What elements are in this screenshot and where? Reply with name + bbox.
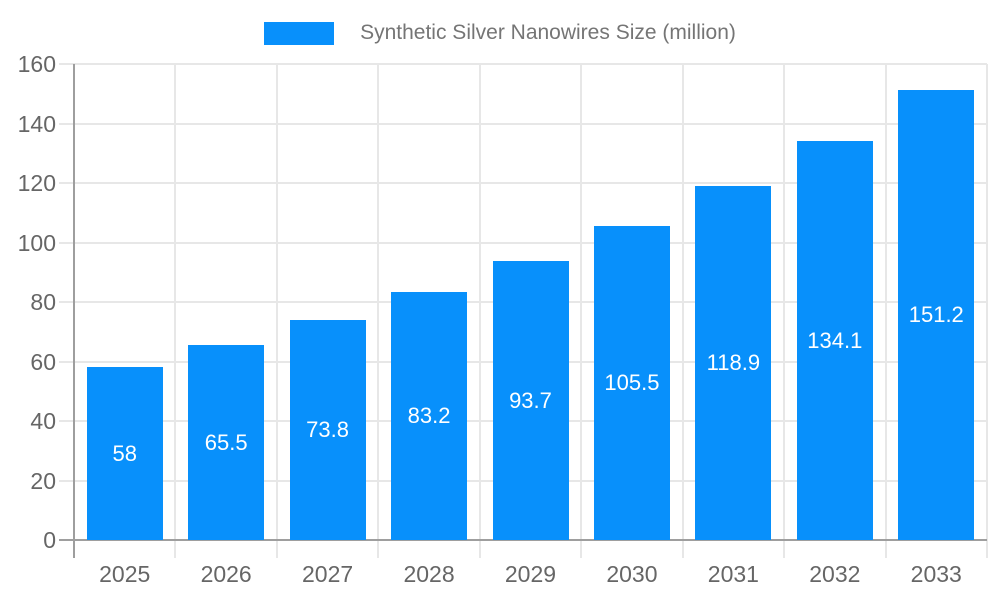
- bar-value-label: 58: [112, 440, 137, 466]
- x-tick-label: 2031: [707, 561, 759, 587]
- x-tick-label: 2029: [504, 561, 557, 587]
- x-tick-label: 2025: [99, 561, 151, 587]
- gridline-vertical: [377, 64, 380, 558]
- legend-label: Synthetic Silver Nanowires Size (million…: [360, 21, 736, 44]
- bar-value-label: 73.8: [306, 417, 349, 443]
- x-tick-label: 2032: [809, 561, 861, 587]
- x-tick-label: 2033: [910, 561, 962, 587]
- bar: [289, 320, 366, 540]
- y-tick-label: 140: [17, 110, 56, 137]
- gridline-vertical: [783, 64, 786, 558]
- y-tick-label: 100: [17, 229, 56, 256]
- gridline-vertical: [478, 64, 481, 558]
- bar: [188, 345, 265, 540]
- gridline-vertical: [986, 64, 988, 558]
- gridline-horizontal: [59, 182, 987, 184]
- bar-value-label: 83.2: [407, 403, 451, 429]
- bar: [492, 261, 569, 540]
- legend: Synthetic Silver Nanowires Size (million…: [0, 20, 1000, 46]
- x-tick-label: 2027: [302, 561, 354, 587]
- bar-value-label: 65.5: [204, 429, 248, 455]
- gridline-horizontal: [59, 63, 987, 65]
- bar-value-label: 151.2: [908, 302, 964, 328]
- bar-value-label: 134.1: [807, 327, 863, 353]
- bar-value-label: 105.5: [604, 370, 660, 396]
- bar: [898, 90, 975, 540]
- y-tick-label: 160: [17, 51, 56, 77]
- y-tick-label: 120: [17, 170, 56, 196]
- bar: [796, 141, 873, 540]
- y-tick-label: 0: [43, 527, 56, 553]
- y-tick-label: 60: [30, 348, 56, 375]
- legend-swatch: [264, 21, 335, 45]
- gridline-horizontal: [59, 122, 987, 125]
- bar: [86, 367, 163, 540]
- x-tick-label: 2030: [606, 561, 658, 587]
- y-tick-label: 40: [30, 408, 56, 434]
- y-tick-label: 80: [30, 289, 56, 315]
- gridline-vertical: [681, 64, 684, 558]
- gridline-vertical: [275, 64, 278, 558]
- bar: [391, 292, 468, 540]
- bar: [593, 226, 670, 540]
- x-axis-line: [59, 539, 987, 541]
- gridline-vertical: [174, 64, 177, 558]
- bar-value-label: 93.7: [509, 387, 552, 413]
- x-tick-label: 2026: [200, 561, 252, 587]
- y-axis-line: [73, 64, 75, 558]
- x-tick-label: 2028: [403, 561, 455, 587]
- bar: [695, 186, 772, 540]
- y-tick-label: 20: [30, 467, 56, 494]
- bar-value-label: 118.9: [706, 350, 761, 376]
- gridline-horizontal: [59, 241, 987, 244]
- gridline-vertical: [580, 64, 583, 558]
- gridline-vertical: [884, 64, 887, 558]
